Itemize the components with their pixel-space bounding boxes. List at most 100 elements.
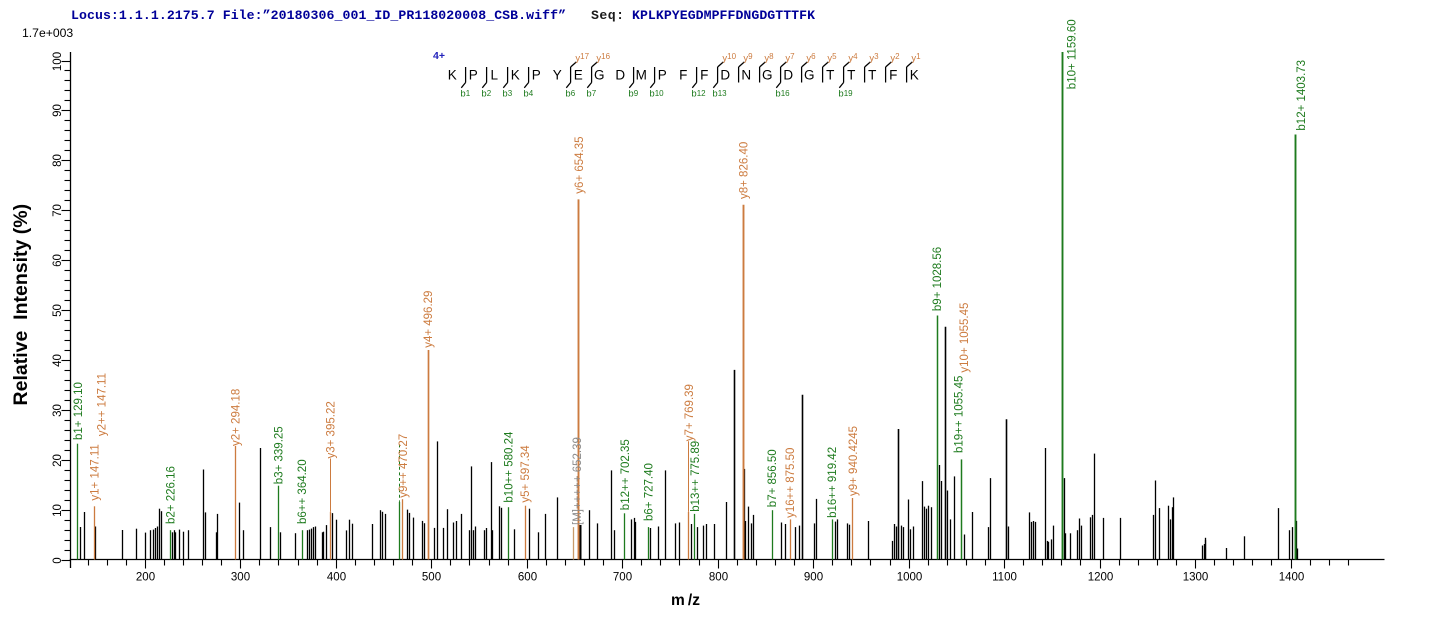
svg-text:50: 50 bbox=[52, 304, 64, 317]
svg-text:L: L bbox=[490, 68, 498, 83]
svg-text:b2+ 226.16: b2+ 226.16 bbox=[165, 466, 177, 524]
svg-text:1300: 1300 bbox=[1183, 572, 1209, 584]
svg-text:y1: y1 bbox=[911, 52, 921, 64]
svg-text:y6+ 654.35: y6+ 654.35 bbox=[574, 136, 586, 193]
svg-text:y8: y8 bbox=[764, 52, 774, 64]
svg-text:F: F bbox=[889, 68, 897, 83]
svg-text:KPLKPYEGDMPFFDNGDGTTTFK: KPLKPYEGDMPFFDNGDGTTTFK bbox=[632, 8, 815, 23]
svg-text:y1+ 147.11: y1+ 147.11 bbox=[90, 444, 102, 500]
svg-text:40: 40 bbox=[52, 354, 64, 367]
svg-text:K: K bbox=[511, 68, 520, 83]
svg-text:b1: b1 bbox=[460, 89, 470, 100]
svg-text:E: E bbox=[574, 68, 583, 83]
svg-text:M: M bbox=[636, 68, 647, 83]
svg-text:b6++ 364.20: b6++ 364.20 bbox=[297, 459, 309, 524]
svg-text:80: 80 bbox=[52, 154, 64, 167]
svg-text:b10: b10 bbox=[649, 89, 664, 100]
svg-text:b3+ 339.25: b3+ 339.25 bbox=[274, 426, 286, 484]
svg-text:b16++ 919.42: b16++ 919.42 bbox=[827, 447, 839, 518]
svg-text:1400: 1400 bbox=[1279, 572, 1305, 584]
svg-text:D: D bbox=[783, 68, 793, 83]
svg-text:y2++ 147.11: y2++ 147.11 bbox=[96, 373, 108, 436]
svg-text:F: F bbox=[679, 68, 687, 83]
svg-text:Y: Y bbox=[553, 68, 562, 83]
svg-text:D: D bbox=[720, 68, 730, 83]
svg-text:200: 200 bbox=[136, 572, 155, 584]
svg-text:G: G bbox=[804, 68, 815, 83]
svg-text:b19++ 1055.45: b19++ 1055.45 bbox=[954, 376, 966, 453]
svg-text:y4: y4 bbox=[848, 52, 858, 64]
svg-text:Seq:: Seq: bbox=[591, 8, 624, 23]
svg-text:1000: 1000 bbox=[897, 572, 923, 584]
svg-text:0: 0 bbox=[52, 557, 64, 563]
svg-text:Locus:1.1.1.2175.7 File:”20180: Locus:1.1.1.2175.7 File:”20180306_001_ID… bbox=[71, 8, 566, 23]
svg-text:[M]+++++ 652.39: [M]+++++ 652.39 bbox=[572, 437, 584, 525]
svg-text:P: P bbox=[469, 68, 478, 83]
svg-text:b3: b3 bbox=[502, 89, 512, 100]
svg-text:y6: y6 bbox=[806, 52, 816, 64]
svg-text:1100: 1100 bbox=[992, 572, 1017, 584]
svg-text:b12+ 1403.73: b12+ 1403.73 bbox=[1296, 60, 1308, 131]
svg-text:y8+ 826.40: y8+ 826.40 bbox=[739, 142, 751, 199]
svg-text:400: 400 bbox=[327, 572, 346, 584]
svg-text:N: N bbox=[741, 68, 751, 83]
svg-text:1.7e+003: 1.7e+003 bbox=[22, 26, 73, 40]
svg-text:y16++ 875.50: y16++ 875.50 bbox=[785, 448, 797, 518]
svg-text:b13++ 775.89: b13++ 775.89 bbox=[690, 441, 702, 512]
svg-text:b10+ 1159.60: b10+ 1159.60 bbox=[1067, 19, 1079, 89]
svg-text:b16: b16 bbox=[775, 89, 790, 100]
svg-text:b6: b6 bbox=[565, 89, 575, 100]
svg-text:100: 100 bbox=[52, 52, 64, 71]
svg-text:10: 10 bbox=[52, 504, 64, 517]
svg-text:60: 60 bbox=[52, 254, 64, 267]
svg-text:y2: y2 bbox=[890, 52, 900, 64]
svg-text:b10++ 580.24: b10++ 580.24 bbox=[504, 431, 516, 503]
svg-text:y5: y5 bbox=[827, 52, 837, 64]
svg-text:y5+ 597.34: y5+ 597.34 bbox=[520, 445, 532, 503]
svg-text:P: P bbox=[658, 68, 667, 83]
svg-text:y9+ 940.4245: y9+ 940.4245 bbox=[848, 426, 860, 496]
svg-text:T: T bbox=[847, 68, 855, 83]
svg-text:y10: y10 bbox=[722, 52, 736, 64]
svg-text:20: 20 bbox=[52, 454, 64, 467]
svg-text:b9+ 1028.56: b9+ 1028.56 bbox=[932, 247, 944, 311]
svg-text:D: D bbox=[615, 68, 625, 83]
svg-text:4+: 4+ bbox=[433, 50, 445, 62]
svg-text:y2+ 294.18: y2+ 294.18 bbox=[231, 389, 243, 446]
svg-text:G: G bbox=[762, 68, 773, 83]
svg-text:b9: b9 bbox=[628, 89, 638, 100]
svg-text:F: F bbox=[700, 68, 708, 83]
svg-text:b7+ 856.50: b7+ 856.50 bbox=[767, 449, 779, 507]
svg-text:y7+ 769.39: y7+ 769.39 bbox=[684, 384, 696, 441]
svg-text:700: 700 bbox=[613, 572, 632, 584]
svg-text:m /z: m /z bbox=[671, 592, 700, 609]
svg-text:1200: 1200 bbox=[1088, 572, 1114, 584]
svg-text:y10+ 1055.45: y10+ 1055.45 bbox=[959, 303, 971, 373]
svg-text:800: 800 bbox=[709, 572, 728, 584]
svg-text:90: 90 bbox=[52, 104, 64, 117]
svg-text:y3: y3 bbox=[869, 52, 879, 64]
svg-text:b6+ 727.40: b6+ 727.40 bbox=[644, 463, 656, 521]
svg-text:30: 30 bbox=[52, 404, 64, 417]
svg-text:b19: b19 bbox=[838, 89, 853, 100]
svg-text:b13: b13 bbox=[712, 89, 727, 100]
svg-text:y17: y17 bbox=[575, 52, 589, 64]
svg-text:600: 600 bbox=[518, 572, 537, 584]
svg-text:70: 70 bbox=[52, 204, 64, 217]
svg-text:b7: b7 bbox=[586, 89, 596, 100]
svg-text:Relative Intensity (%): Relative Intensity (%) bbox=[10, 204, 32, 406]
svg-text:b4: b4 bbox=[523, 89, 533, 100]
svg-text:T: T bbox=[868, 68, 876, 83]
svg-text:y9: y9 bbox=[743, 52, 753, 64]
svg-text:y3+ 395.22: y3+ 395.22 bbox=[325, 401, 337, 458]
svg-text:P: P bbox=[532, 68, 541, 83]
svg-text:b12++ 702.35: b12++ 702.35 bbox=[620, 439, 632, 510]
svg-text:900: 900 bbox=[804, 572, 823, 584]
svg-text:G: G bbox=[594, 68, 605, 83]
svg-text:b12: b12 bbox=[691, 89, 706, 100]
svg-text:b2: b2 bbox=[481, 89, 491, 100]
svg-text:y9++ 470.27: y9++ 470.27 bbox=[398, 434, 410, 498]
svg-text:y16: y16 bbox=[596, 52, 610, 64]
svg-text:K: K bbox=[910, 68, 919, 83]
svg-text:500: 500 bbox=[422, 572, 441, 584]
